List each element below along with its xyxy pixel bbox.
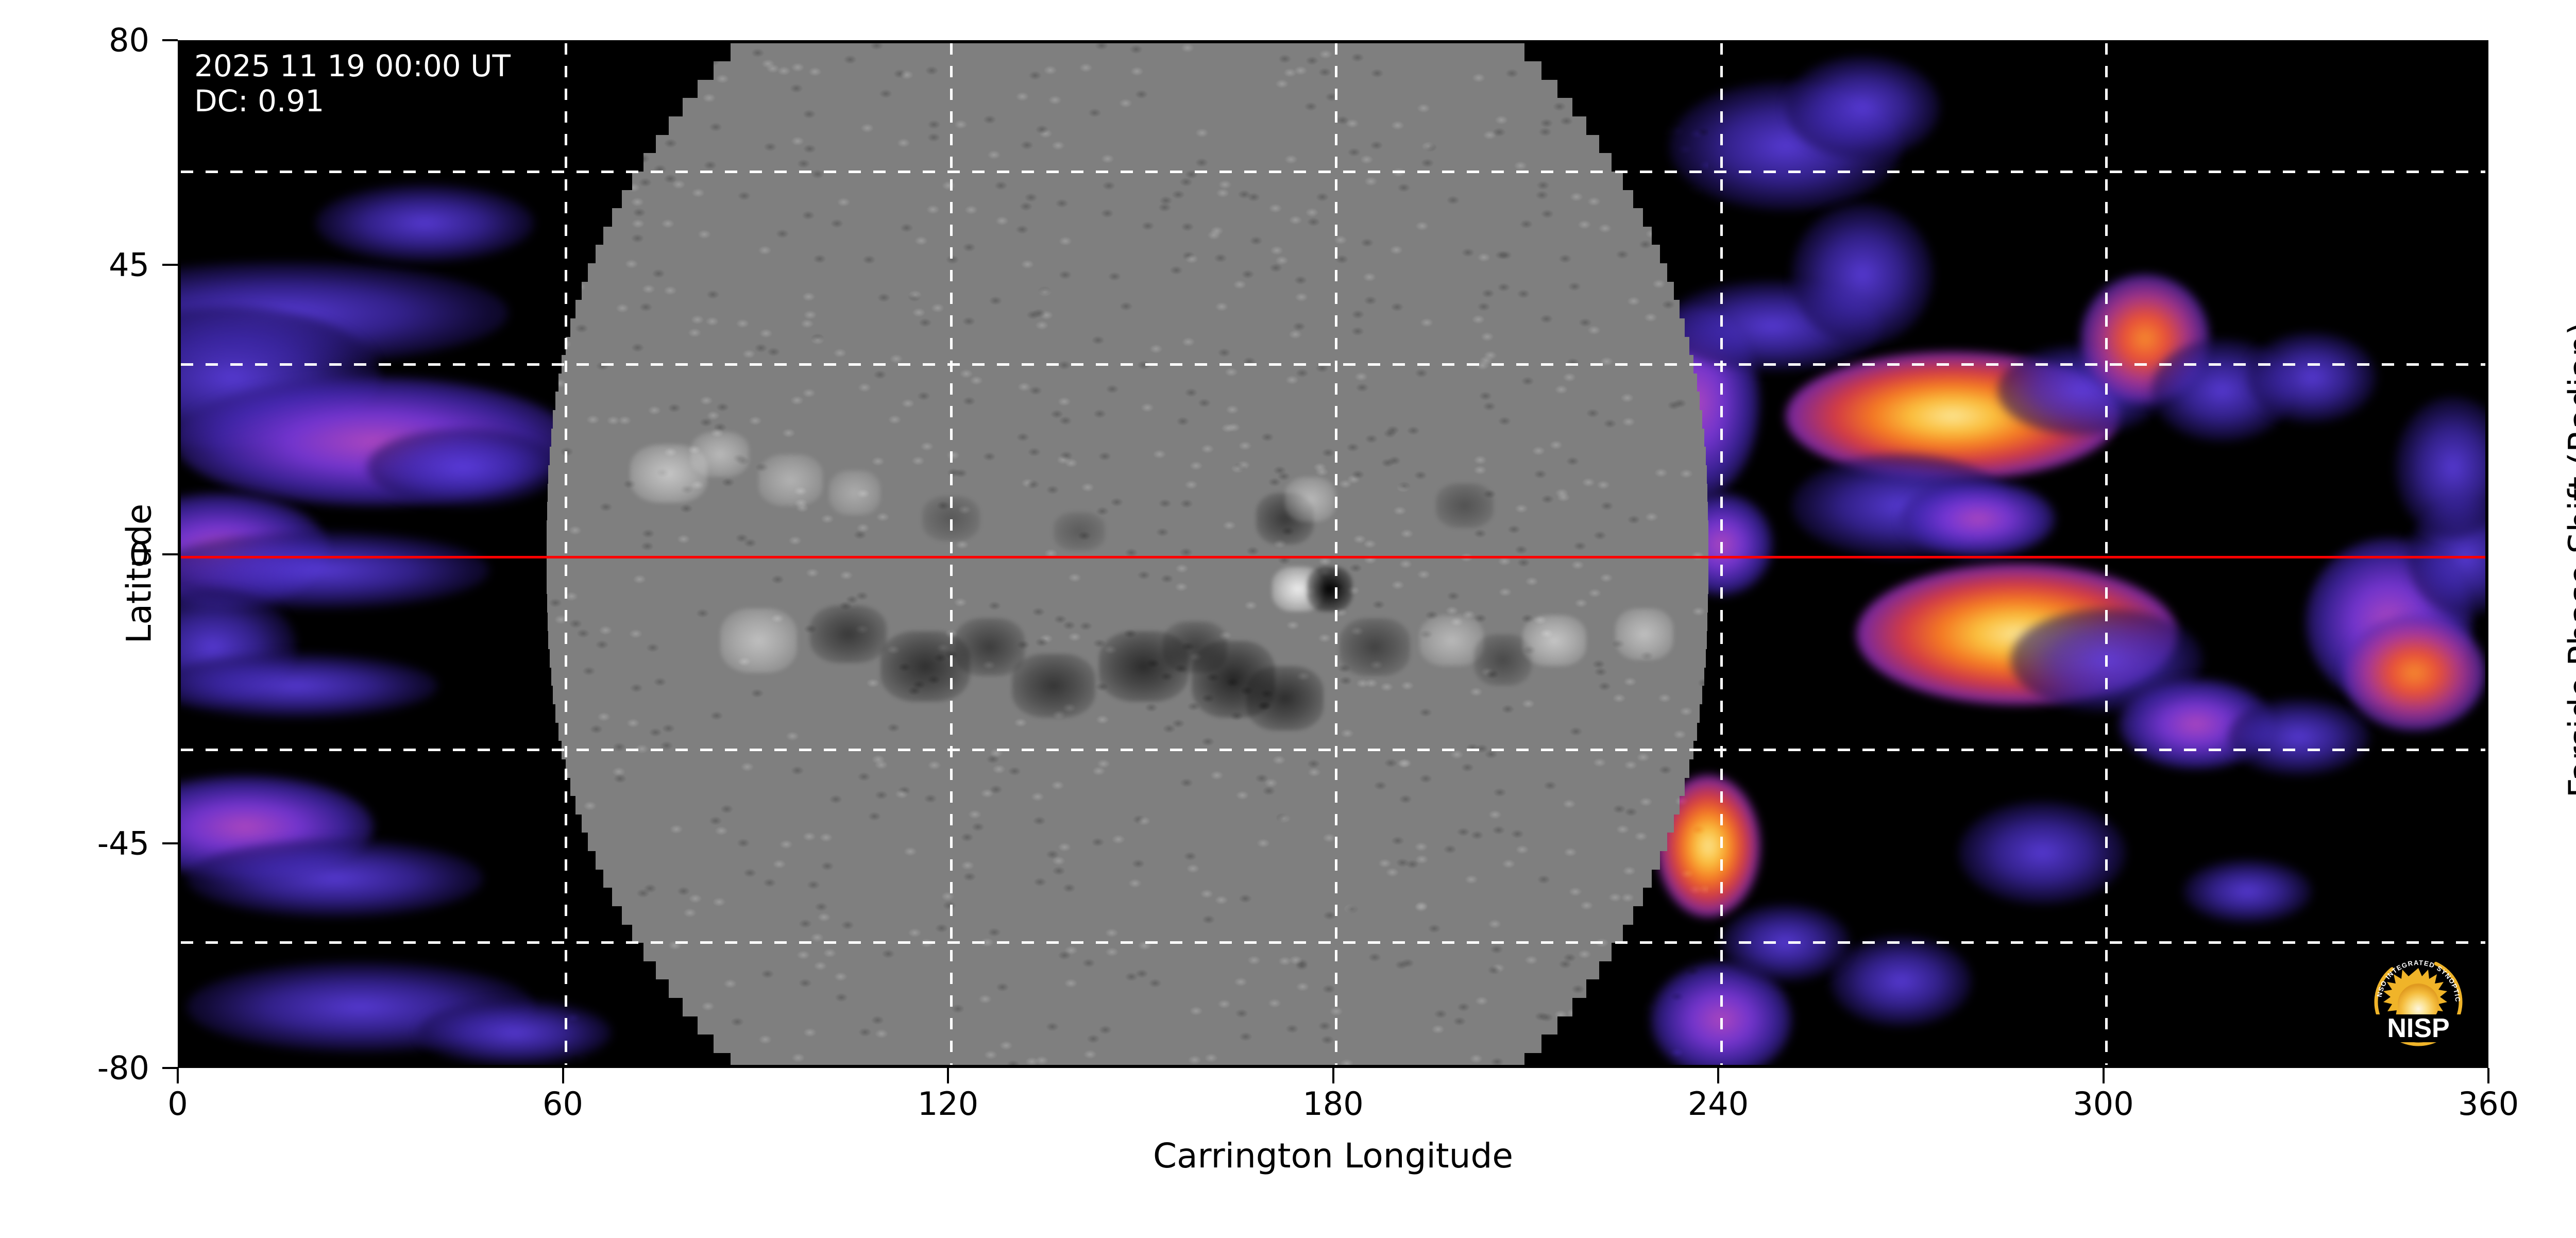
gridline-horizontal: [181, 171, 2485, 173]
y-tick-label: 80: [15, 22, 149, 59]
x-tick-label: 0: [167, 1085, 188, 1123]
y-tick-mark: [162, 553, 178, 555]
frontside-active-region: [954, 618, 1025, 676]
gridline-horizontal: [181, 363, 2485, 366]
gridline-horizontal: [181, 749, 2485, 751]
x-axis-label: Carrington Longitude: [178, 1136, 2488, 1176]
frontside-active-region: [758, 454, 823, 506]
farside-colorbar-label: Farside Phase Shift (Radian): [2562, 334, 2576, 798]
frontside-active-region: [720, 608, 798, 673]
x-tick-label: 300: [2073, 1085, 2133, 1123]
y-tick-mark: [162, 1067, 178, 1069]
frontside-active-region: [810, 605, 887, 663]
equator-line: [181, 556, 2485, 558]
synoptic-map-axes: 2025 11 19 00:00 UT DC: 0.91 NSO INTEGRA…: [178, 40, 2488, 1068]
gridline-vertical: [565, 43, 567, 1065]
nisp-logo: NSO INTEGRATED SYNOPTIC PROGRAM NISP: [2367, 951, 2470, 1054]
x-tick-mark: [1332, 1068, 1334, 1083]
x-tick-label: 180: [1302, 1085, 1363, 1123]
frontside-active-region: [1285, 477, 1336, 522]
frontside-active-region: [1522, 615, 1587, 667]
frontside-active-region: [1307, 567, 1352, 612]
annotation-date: 2025 11 19 00:00 UT: [194, 48, 511, 83]
x-tick-label: 360: [2458, 1085, 2519, 1123]
x-tick-label: 240: [1688, 1085, 1749, 1123]
y-tick-mark: [162, 39, 178, 41]
y-tick-label: -80: [15, 1049, 149, 1087]
y-tick-mark: [162, 842, 178, 844]
logo-acronym: NISP: [2387, 1013, 2449, 1043]
frontside-magnetogram-layer: [547, 43, 1708, 1065]
frontside-active-region: [1054, 512, 1105, 551]
x-tick-mark: [562, 1068, 564, 1083]
x-tick-mark: [2487, 1068, 2489, 1083]
frontside-active-region: [691, 432, 749, 477]
x-tick-mark: [1717, 1068, 1719, 1083]
gridline-vertical: [950, 43, 953, 1065]
gridline-vertical: [2105, 43, 2108, 1065]
solar-synoptic-figure: 2025 11 19 00:00 UT DC: 0.91 NSO INTEGRA…: [0, 0, 2576, 1238]
x-tick-label: 60: [543, 1085, 583, 1123]
x-tick-mark: [177, 1068, 179, 1083]
x-tick-label: 120: [918, 1085, 978, 1123]
x-tick-mark: [947, 1068, 949, 1083]
frontside-active-region: [1436, 483, 1494, 528]
annotation-duty-cycle: DC: 0.91: [194, 83, 324, 118]
y-tick-label: -45: [15, 824, 149, 862]
x-tick-mark: [2103, 1068, 2105, 1083]
frontside-active-region: [1012, 654, 1095, 718]
gridline-horizontal: [181, 941, 2485, 944]
gridline-vertical: [1720, 43, 1723, 1065]
y-tick-label: 45: [15, 246, 149, 284]
frontside-active-region: [1246, 666, 1324, 731]
magnetogram-noise: [547, 43, 1708, 1065]
gridline-vertical: [1335, 43, 1337, 1065]
y-axis-label: Latitude: [120, 342, 159, 806]
observation-annotation: 2025 11 19 00:00 UT DC: 0.91: [194, 48, 511, 119]
frontside-active-region: [1615, 608, 1673, 660]
y-tick-mark: [162, 264, 178, 266]
frontside-active-region: [1340, 618, 1410, 676]
frontside-active-region: [829, 470, 880, 515]
map-canvas: [181, 43, 2485, 1065]
